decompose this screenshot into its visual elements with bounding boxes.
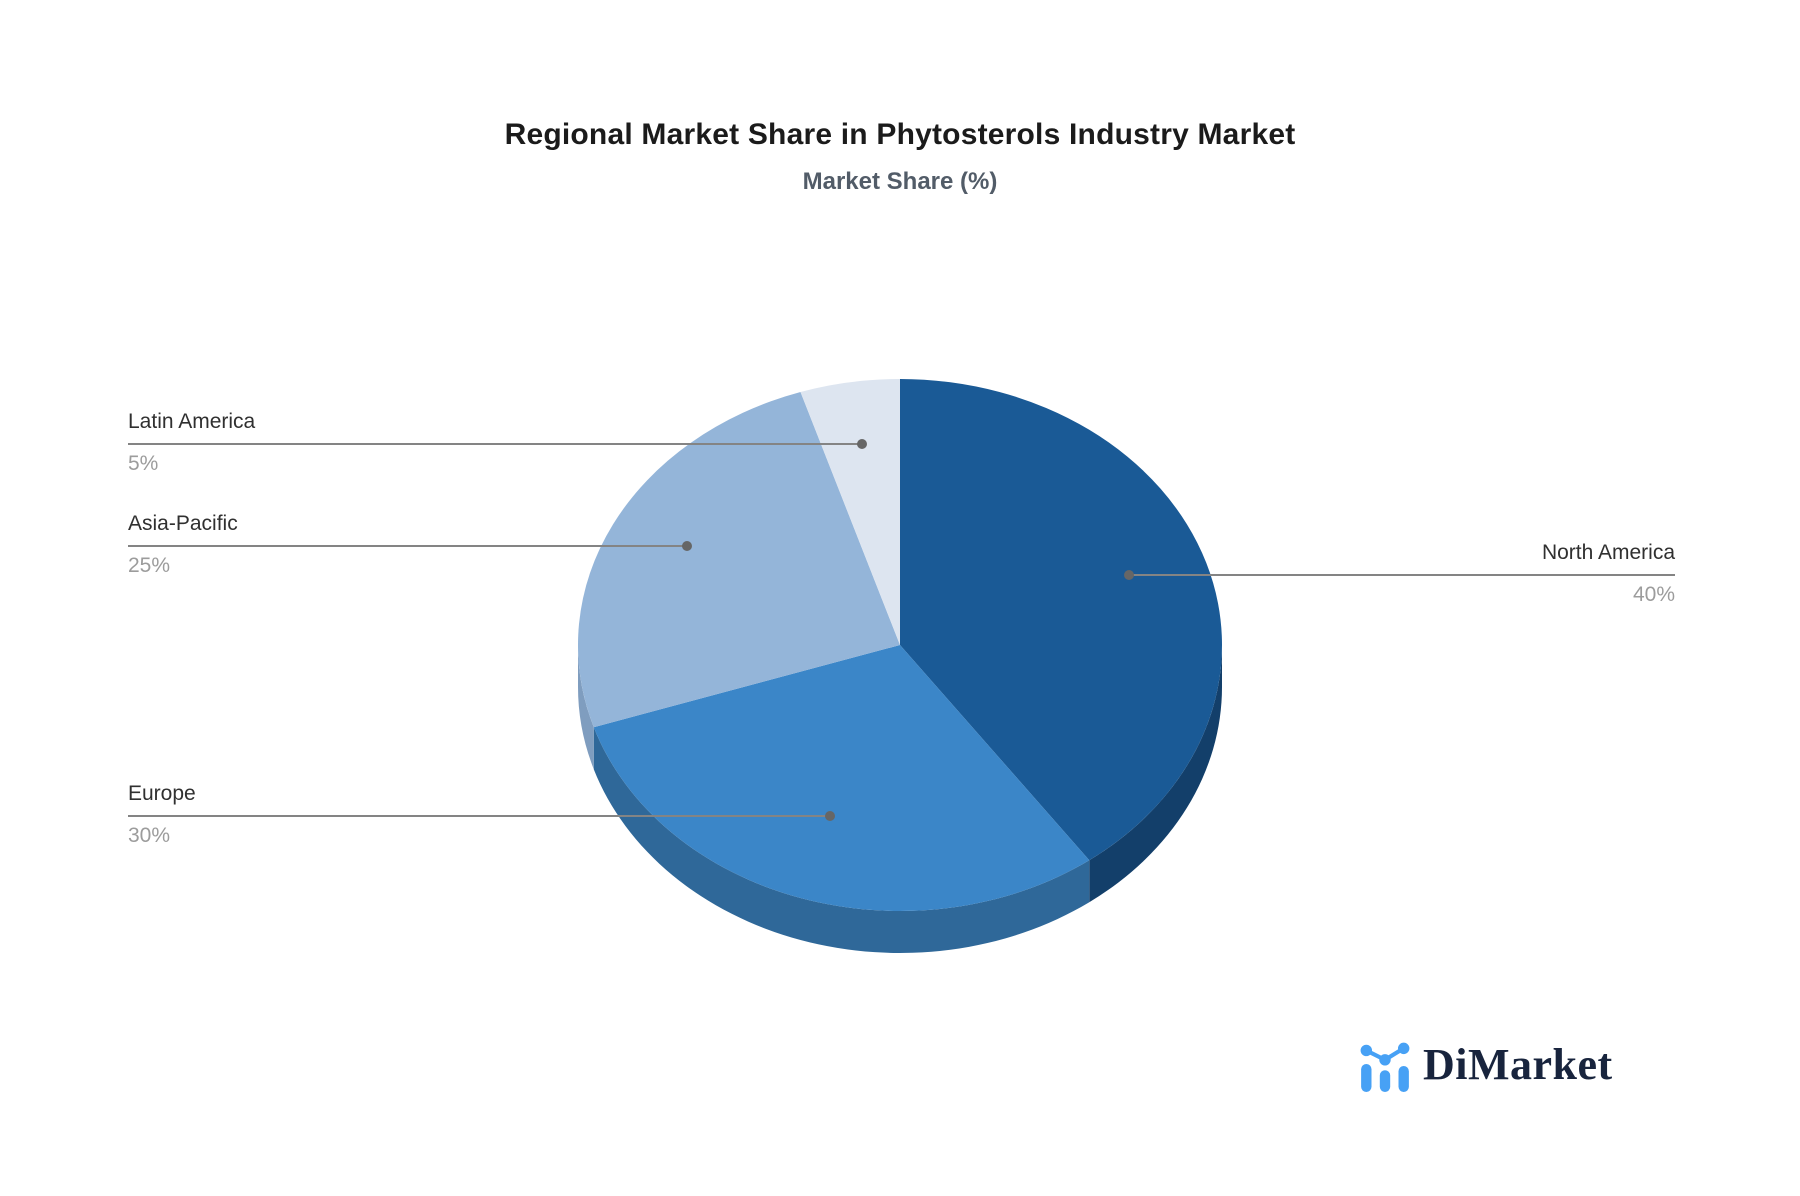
pie-slice-north-america[interactable] bbox=[900, 379, 1223, 861]
pie-slice-latin-america[interactable] bbox=[800, 379, 900, 645]
leader-dot-asia-pacific bbox=[682, 541, 692, 551]
leader-dot-north-america bbox=[1124, 570, 1134, 580]
slice-label-asia-pacific: Asia-Pacific 25% bbox=[128, 512, 238, 578]
slice-label-latin-america: Latin America 5% bbox=[128, 410, 255, 476]
logo-text: DiMarket bbox=[1423, 1040, 1613, 1089]
slice-label-name: Latin America bbox=[128, 410, 256, 433]
dimarket-logo: DiMarket bbox=[1360, 1038, 1613, 1092]
chart-subtitle: Market Share (%) bbox=[802, 168, 998, 195]
slice-label-name: North America bbox=[1541, 541, 1675, 564]
slice-label-value: 25% bbox=[128, 554, 171, 577]
slice-label-name: Asia-Pacific bbox=[128, 512, 238, 535]
slice-label-value: 40% bbox=[1632, 583, 1675, 606]
slice-label-name: Europe bbox=[128, 782, 196, 805]
leader-dot-europe bbox=[825, 811, 835, 821]
slice-label-value: 30% bbox=[128, 824, 171, 847]
pie-slice-side-asia-pacific bbox=[578, 645, 594, 770]
pie-slice-asia-pacific[interactable] bbox=[578, 392, 900, 728]
leader-dot-latin-america bbox=[857, 439, 867, 449]
pie-slice-side-europe bbox=[593, 727, 1090, 954]
slice-label-north-america: North America 40% bbox=[1542, 541, 1675, 607]
bar-line-chart-icon bbox=[1360, 1042, 1410, 1092]
pie-slice-europe[interactable] bbox=[593, 645, 1090, 911]
pie-slice-side-north-america bbox=[1089, 645, 1222, 903]
chart-title: Regional Market Share in Phytosterols In… bbox=[504, 118, 1296, 151]
slice-label-value: 5% bbox=[128, 452, 159, 475]
slice-label-europe: Europe 30% bbox=[128, 782, 196, 848]
